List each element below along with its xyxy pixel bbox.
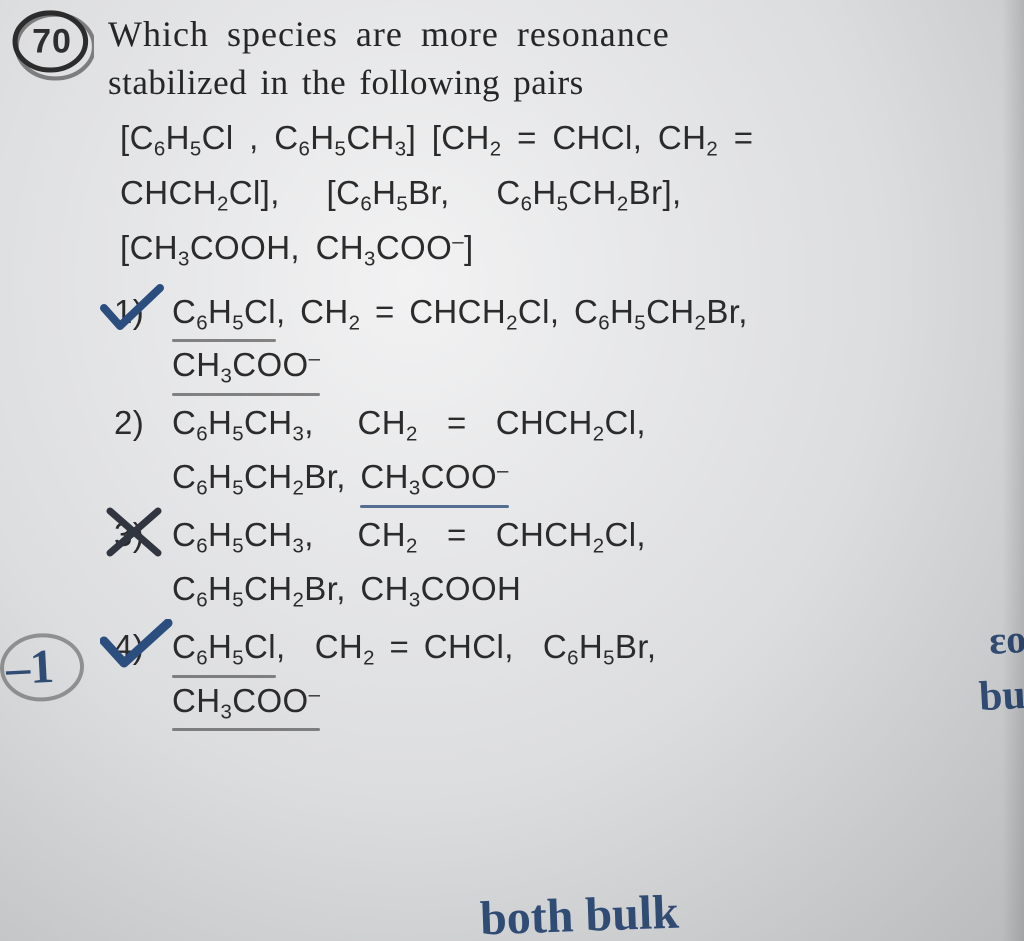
pairs-line-2: CHCH2Cl], [C6H5Br, C6H5CH2Br], xyxy=(120,167,1004,220)
option-2-line2: C6H5CH2Br, CH3COO‒ xyxy=(172,451,1004,505)
option-4-label: 4) xyxy=(114,621,172,673)
option-3: 3)C6H5CH3, CH2 = CHCH2Cl, C6H5CH2Br, CH3… xyxy=(114,509,1004,617)
page-right-edge xyxy=(1002,0,1024,941)
option-4-underline-b: CH3COO‒ xyxy=(172,675,320,729)
stem-line-2: stabilized in the following pairs xyxy=(108,59,1004,106)
stem-line-1: Which species are more resonance xyxy=(108,10,1004,59)
option-4-underline-a: C6H5Cl xyxy=(172,621,276,675)
option-4-line2: CH3COO‒ xyxy=(172,675,1004,729)
question-number: 70 xyxy=(32,23,72,62)
hand-note-bottom: both bulk xyxy=(479,885,680,941)
option-2-label: 2) xyxy=(114,397,172,449)
pairs-line-1: [C6H5Cl , C6H5CH3] [CH2 = CHCl, CH2 = xyxy=(120,112,1004,165)
option-2: 2)C6H5CH3, CH2 = CHCH2Cl, C6H5CH2Br, CH3… xyxy=(114,397,1004,505)
option-1-line2: CH3COO‒ xyxy=(172,339,1004,393)
option-3-line2: C6H5CH2Br, CH3COOH xyxy=(172,563,1004,617)
option-1-label: 1) xyxy=(114,286,172,338)
options-block: 1)C6H5Cl, CH2 = CHCH2Cl, C6H5CH2Br, CH3C… xyxy=(114,286,1004,729)
question-stem: Which species are more resonance stabili… xyxy=(108,8,1004,106)
option-1-underline-a: C6H5Cl xyxy=(172,286,276,340)
question-row: 70 Which species are more resonance stab… xyxy=(10,8,1004,106)
question-number-badge: 70 xyxy=(10,6,94,82)
option-1: 1)C6H5Cl, CH2 = CHCH2Cl, C6H5CH2Br, CH3C… xyxy=(114,286,1004,394)
option-3-label: 3) xyxy=(114,509,172,561)
pairs-block: [C6H5Cl , C6H5CH3] [CH2 = CHCl, CH2 = CH… xyxy=(120,112,1004,276)
page: 70 Which species are more resonance stab… xyxy=(0,0,1024,732)
option-2-underline: CH3COO‒ xyxy=(360,451,508,505)
pairs-line-3: [CH3COOH, CH3COO‒] xyxy=(120,222,1004,275)
option-1-underline-b: CH3COO‒ xyxy=(172,339,320,393)
option-4: 4)C6H5Cl, CH2 = CHCl, C6H5Br, CH3COO‒ xyxy=(114,621,1004,729)
